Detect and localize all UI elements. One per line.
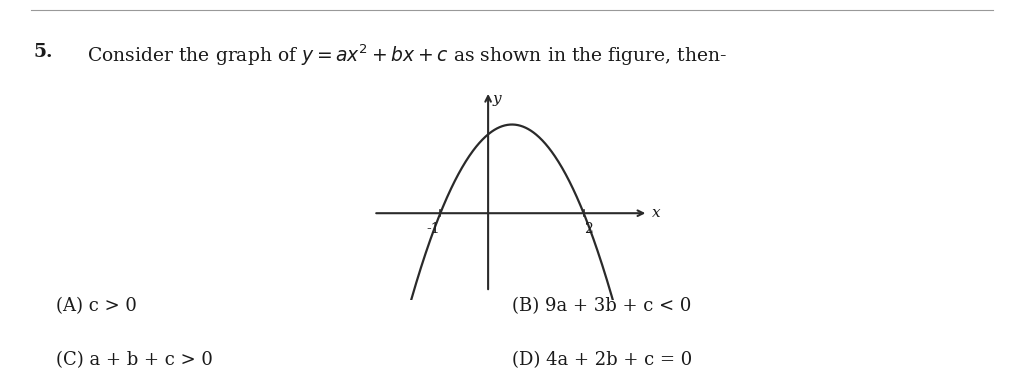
Text: (D) 4a + 2b + c = 0: (D) 4a + 2b + c = 0 xyxy=(512,351,692,369)
Text: -1: -1 xyxy=(427,222,440,236)
Text: 2: 2 xyxy=(584,222,593,236)
Text: (A) c > 0: (A) c > 0 xyxy=(56,297,137,315)
Text: x: x xyxy=(651,206,660,220)
Text: Consider the graph of $y = ax^2 + bx + c$ as shown in the figure, then-: Consider the graph of $y = ax^2 + bx + c… xyxy=(87,43,727,68)
Text: (C) a + b + c > 0: (C) a + b + c > 0 xyxy=(56,351,213,369)
Text: y: y xyxy=(493,92,502,106)
Text: (B) 9a + 3b + c < 0: (B) 9a + 3b + c < 0 xyxy=(512,297,691,315)
Text: 5.: 5. xyxy=(34,43,53,61)
